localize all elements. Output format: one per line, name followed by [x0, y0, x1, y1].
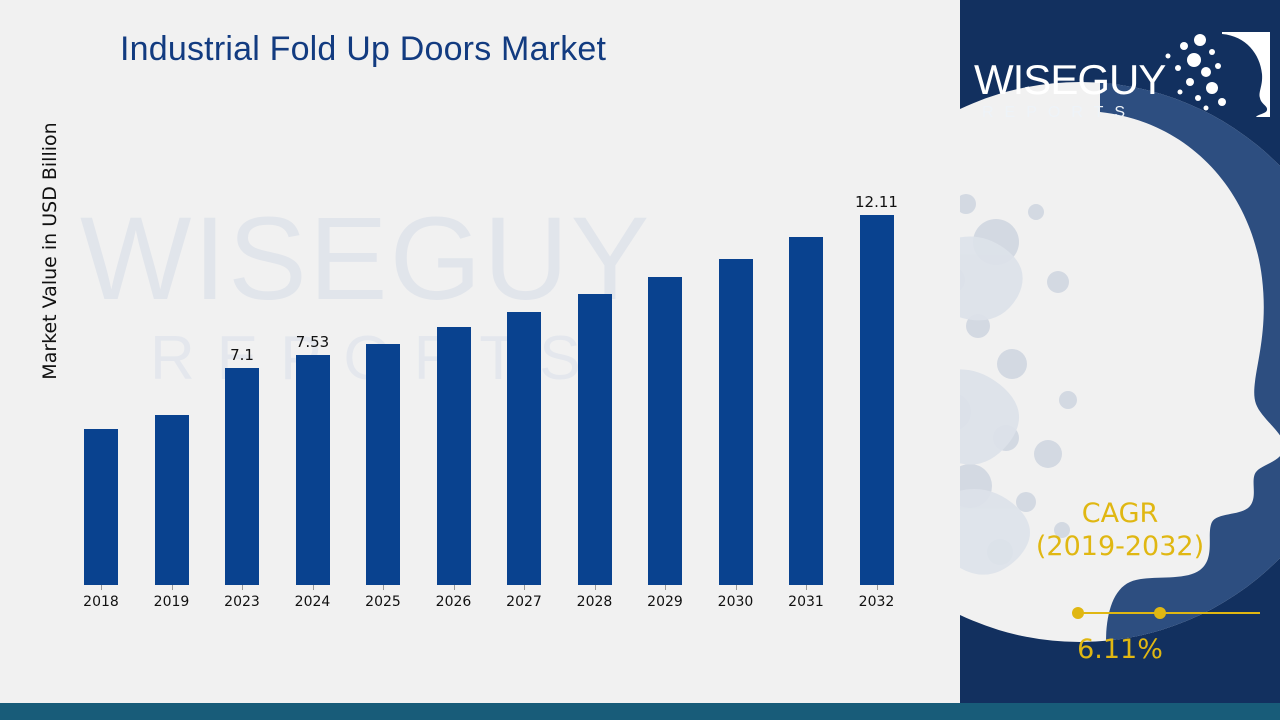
- bar-rect: [295, 355, 330, 585]
- bottom-accent-strip: [0, 703, 1280, 720]
- bar-rect: [718, 259, 753, 585]
- cagr-title-line2: (2019-2032): [1035, 530, 1205, 562]
- cagr-title-line1: CAGR: [1081, 498, 1159, 529]
- bar-2028: [560, 150, 630, 585]
- bar-2026: [419, 150, 489, 585]
- bar-2032: 12.11: [842, 150, 912, 585]
- bar-value-label: 12.11: [855, 193, 898, 211]
- bar-rect: [648, 277, 682, 585]
- x-axis-tick: [594, 585, 596, 590]
- brand-panel: WISEGUY REPORTS CAGR (2019-2032): [960, 0, 1280, 703]
- bar-2024: 7.53: [278, 150, 348, 585]
- x-axis-tick: [312, 585, 314, 590]
- cagr-divider-dot-left: [1072, 607, 1084, 619]
- bar-2030: [701, 150, 771, 585]
- x-axis-tick: [665, 585, 666, 590]
- bar-2018: [66, 150, 136, 585]
- bar-rect: [577, 294, 612, 585]
- bar-value-label: 7.1: [230, 346, 254, 364]
- bar-rect: [507, 312, 541, 585]
- x-axis-tick-label: 2024: [294, 594, 331, 610]
- brand-logo: WISEGUY REPORTS: [960, 26, 1280, 121]
- x-axis-tick-label: 2032: [858, 594, 895, 610]
- bar-series: 7.1 7.53 12.11: [66, 150, 926, 585]
- x-axis-tick: [242, 585, 243, 590]
- bar-2025: [348, 150, 418, 585]
- bar-rect: [225, 368, 259, 585]
- x-axis-tick-label: 2030: [717, 594, 754, 610]
- page-title: Industrial Fold Up Doors Market: [120, 30, 607, 68]
- x-axis-tick: [876, 585, 878, 590]
- bar-rect: [366, 344, 400, 585]
- cagr-divider: [1078, 612, 1260, 614]
- bar-2031: [771, 150, 841, 585]
- bar-2029: [630, 150, 700, 585]
- cagr-block: CAGR (2019-2032): [960, 498, 1280, 564]
- cagr-value: 6.11%: [1077, 634, 1163, 665]
- chart-panel: Industrial Fold Up Doors Market WISEGUY …: [39, 30, 926, 610]
- x-axis-tick-label: 2031: [788, 594, 824, 610]
- bar-rect: [789, 237, 823, 585]
- cagr-divider-dot-right: [1154, 607, 1166, 619]
- x-axis-tick-label: 2026: [435, 594, 472, 610]
- brand-logo-primary: WISEGUY: [974, 56, 1166, 103]
- brand-logo-secondary: REPORTS: [982, 104, 1137, 121]
- bar-rect: [84, 429, 118, 585]
- bar-rect: [154, 415, 189, 585]
- x-axis-tick-label: 2018: [83, 594, 119, 610]
- x-axis-tick: [171, 585, 173, 590]
- bar-2027: [489, 150, 559, 585]
- x-axis-tick-label: 2025: [365, 594, 401, 610]
- y-axis-label: Market Value in USD Billion: [39, 122, 61, 380]
- x-axis-tick: [806, 585, 807, 590]
- x-axis-tick: [524, 585, 525, 590]
- x-axis-tick-label: 2027: [506, 594, 542, 610]
- x-axis-tick: [101, 585, 102, 590]
- bar-2019: [137, 150, 207, 585]
- x-axis-tick: [383, 585, 384, 590]
- x-axis-tick-label: 2023: [224, 594, 260, 610]
- dotted-head-silhouette-icon: [960, 82, 1280, 642]
- x-axis-tick-label: 2019: [153, 594, 190, 610]
- logo-head-icon: [1165, 32, 1270, 117]
- bar-2023: 7.1: [207, 150, 277, 585]
- bar-rect: [436, 327, 471, 585]
- plot-area: 7.1 7.53 12.11: [66, 150, 926, 585]
- bar-rect: [859, 215, 894, 585]
- bar-value-label: 7.53: [295, 333, 330, 351]
- x-axis-tick: [453, 585, 455, 590]
- x-axis-tick: [735, 585, 737, 590]
- x-axis-tick-label: 2029: [647, 594, 683, 610]
- x-axis-tick-label: 2028: [576, 594, 613, 610]
